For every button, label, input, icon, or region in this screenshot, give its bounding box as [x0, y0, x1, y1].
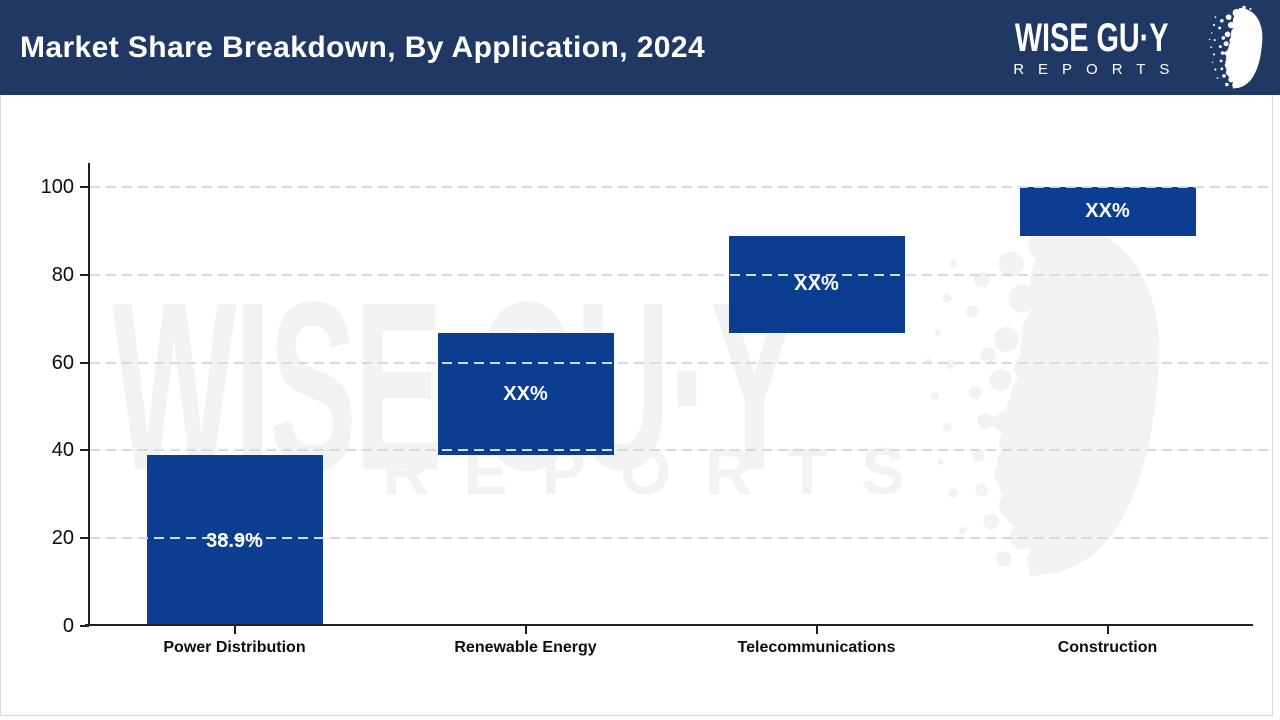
- bar-renewable-energy: [437, 333, 614, 456]
- logo-subtitle: REPORTS: [1013, 61, 1184, 78]
- logo-head-icon: [1192, 5, 1266, 91]
- y-tick-label-40: 40: [51, 439, 74, 462]
- bar-construction: [1019, 187, 1196, 236]
- y-tick-label-20: 20: [51, 527, 74, 550]
- wiseguy-logo: WISE GU·Y REPORTS: [985, 5, 1266, 91]
- x-axis-label-telecommunications: Telecommunications: [737, 639, 896, 656]
- y-tick-20: [80, 537, 89, 540]
- y-tick-60: [80, 361, 89, 364]
- gridline-80: [90, 273, 1274, 276]
- bar-value-label-construction: XX%: [1085, 200, 1130, 223]
- bar-telecommunications: [728, 235, 905, 334]
- x-tick-telecommunications: [815, 626, 818, 634]
- gridline-20: [90, 537, 1274, 540]
- logo-wordmark: WISE GU·Y: [1014, 16, 1169, 60]
- gridline-100: [90, 186, 1274, 188]
- y-tick-label-80: 80: [51, 263, 74, 286]
- y-tick-80: [80, 273, 89, 276]
- gridline-60: [90, 361, 1274, 364]
- logo-text: WISE GU·Y REPORTS: [985, 18, 1198, 77]
- x-tick-renewable-energy: [524, 626, 527, 634]
- y-tick-label-0: 0: [62, 615, 74, 637]
- x-axis-line: [85, 624, 1253, 626]
- bar-value-label-power-distribution: 38.9%: [206, 529, 263, 552]
- bar-power-distribution: [146, 455, 323, 626]
- x-tick-construction: [1106, 626, 1109, 634]
- gridline-40: [90, 449, 1274, 452]
- page-title: Market Share Breakdown, By Application, …: [20, 30, 706, 64]
- x-axis-label-renewable-energy: Renewable Energy: [454, 639, 597, 656]
- bar-value-label-telecommunications: XX%: [794, 273, 839, 296]
- y-axis-line: [88, 163, 90, 626]
- x-axis-label-power-distribution: Power Distribution: [163, 639, 306, 656]
- x-tick-power-distribution: [233, 626, 236, 634]
- header: Market Share Breakdown, By Application, …: [0, 0, 1280, 95]
- y-tick-0: [80, 625, 89, 627]
- y-tick-label-100: 100: [40, 176, 74, 198]
- x-axis-label-construction: Construction: [1057, 639, 1158, 656]
- y-tick-label-60: 60: [51, 351, 74, 374]
- bar-value-label-renewable-energy: XX%: [503, 383, 548, 406]
- y-tick-40: [80, 449, 89, 452]
- y-tick-100: [80, 186, 89, 188]
